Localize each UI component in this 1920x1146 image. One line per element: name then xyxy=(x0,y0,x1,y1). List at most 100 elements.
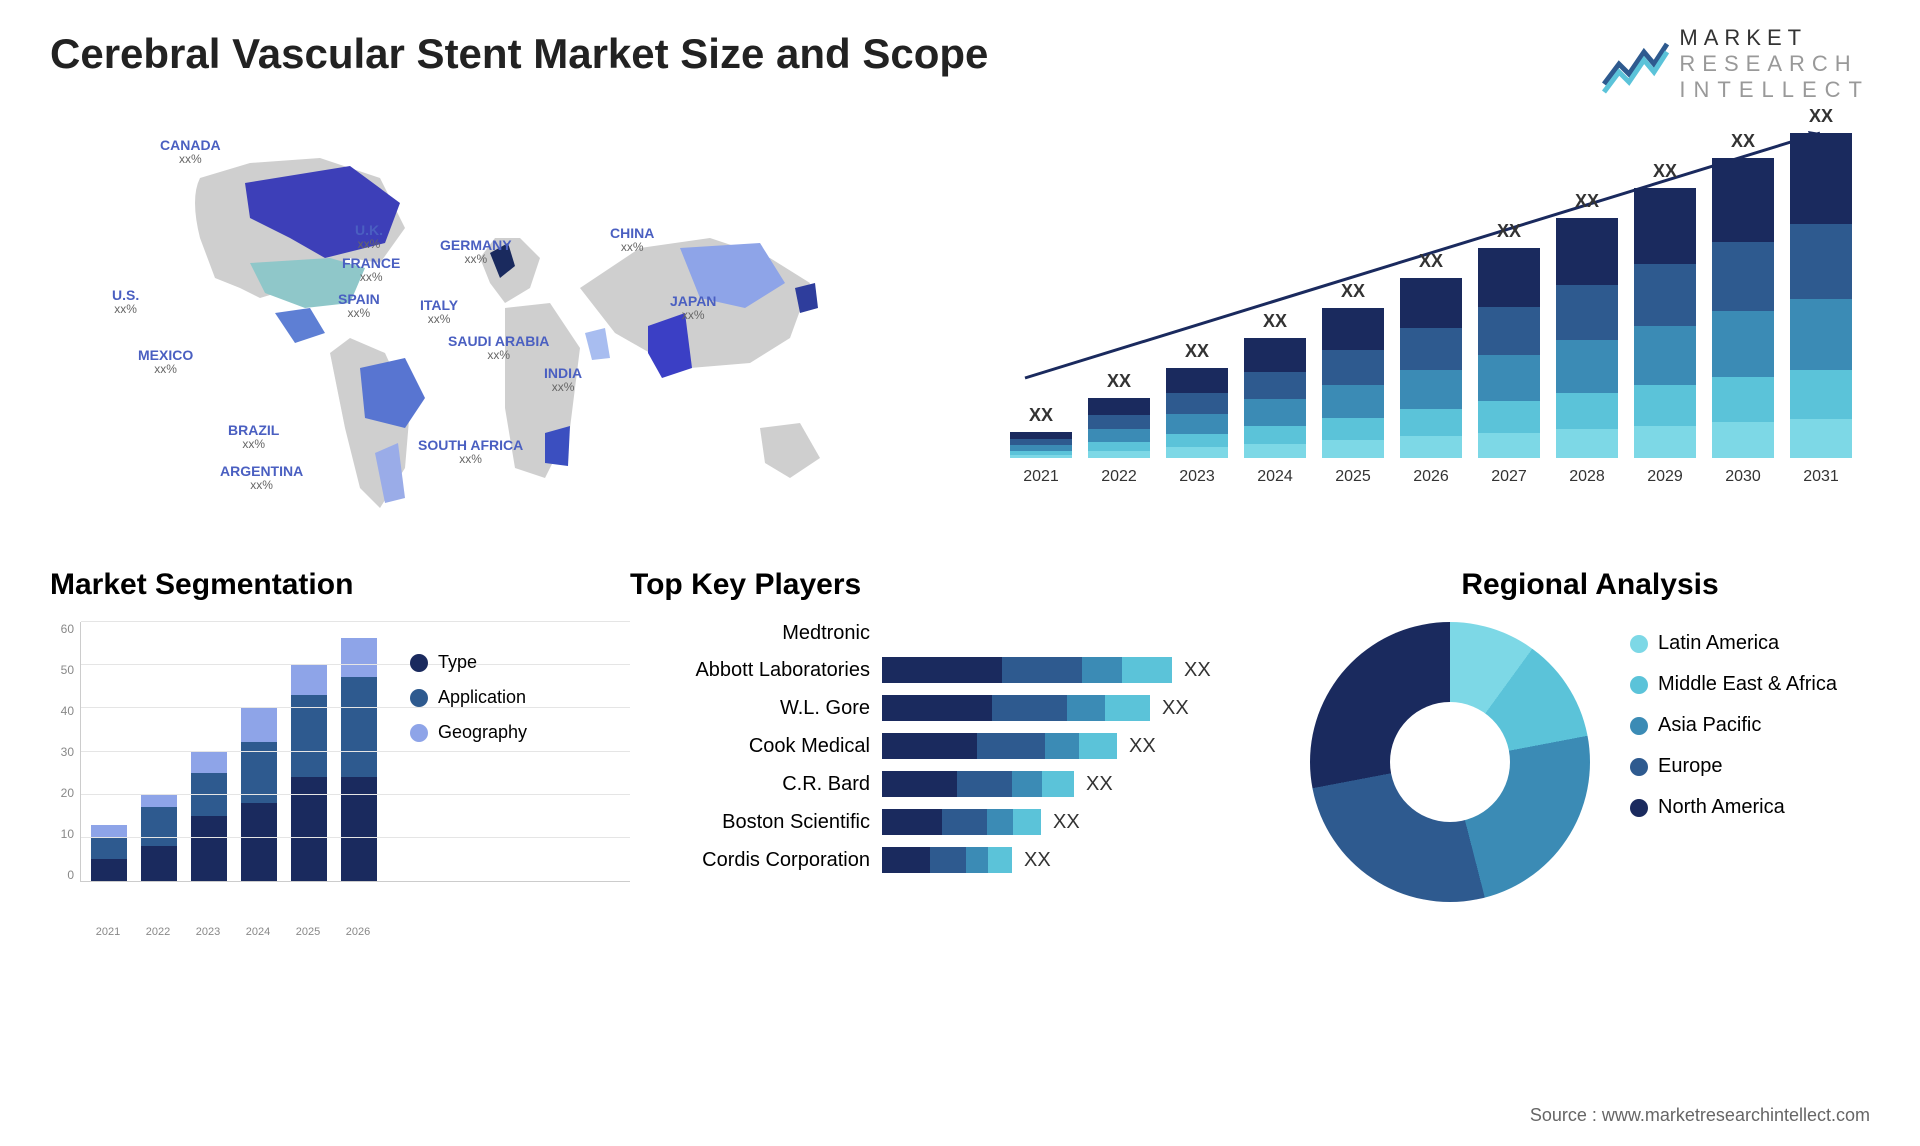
y-tick: 60 xyxy=(50,622,74,636)
bar-year-label: 2023 xyxy=(1179,468,1215,486)
seg-bar xyxy=(91,825,127,881)
y-tick: 0 xyxy=(50,868,74,882)
map-label: GERMANYxx% xyxy=(440,238,512,267)
logo-line1: MARKET xyxy=(1679,25,1870,51)
seg-xlabel: 2024 xyxy=(240,926,276,938)
main-bar: XX2022 xyxy=(1088,371,1150,458)
source-text: Source : www.marketresearchintellect.com xyxy=(1530,1105,1870,1126)
bar-value-label: XX xyxy=(1575,191,1599,212)
bar-value-label: XX xyxy=(1497,221,1521,242)
main-bar: XX2027 xyxy=(1478,221,1540,458)
player-row: Abbott Laboratories XX xyxy=(630,657,1310,683)
legend-item: North America xyxy=(1630,796,1837,819)
bar-value-label: XX xyxy=(1029,405,1053,426)
main-bar: XX2024 xyxy=(1244,311,1306,458)
legend-item: Europe xyxy=(1630,755,1837,778)
world-map: CANADAxx%U.S.xx%MEXICOxx%BRAZILxx%ARGENT… xyxy=(50,108,970,538)
segmentation-chart: 0102030405060 TypeApplicationGeography xyxy=(50,622,630,922)
legend-item: Geography xyxy=(410,722,527,743)
legend-item: Middle East & Africa xyxy=(1630,673,1837,696)
map-label: SPAINxx% xyxy=(338,292,380,321)
bar-value-label: XX xyxy=(1809,106,1833,127)
player-value: XX xyxy=(1162,697,1189,720)
player-name: Abbott Laboratories xyxy=(630,659,870,682)
main-bar: XX2030 xyxy=(1712,131,1774,458)
player-value: XX xyxy=(1129,735,1156,758)
player-name: W.L. Gore xyxy=(630,697,870,720)
player-row: W.L. Gore XX xyxy=(630,695,1310,721)
logo-line2: RESEARCH xyxy=(1679,51,1870,77)
bar-year-label: 2027 xyxy=(1491,468,1527,486)
bar-year-label: 2030 xyxy=(1725,468,1761,486)
bar-value-label: XX xyxy=(1731,131,1755,152)
map-label: SOUTH AFRICAxx% xyxy=(418,438,523,467)
player-name: Cook Medical xyxy=(630,735,870,758)
player-value: XX xyxy=(1053,811,1080,834)
legend-item: Asia Pacific xyxy=(1630,714,1837,737)
map-label: U.S.xx% xyxy=(112,288,139,317)
seg-xlabel: 2022 xyxy=(140,926,176,938)
seg-bar xyxy=(191,751,227,881)
seg-xlabel: 2023 xyxy=(190,926,226,938)
main-bar: XX2021 xyxy=(1010,405,1072,458)
legend-item: Latin America xyxy=(1630,632,1837,655)
segmentation-title: Market Segmentation xyxy=(50,568,630,602)
bar-year-label: 2022 xyxy=(1101,468,1137,486)
main-bar: XX2028 xyxy=(1556,191,1618,458)
legend-item: Type xyxy=(410,652,527,673)
player-row: Cook Medical XX xyxy=(630,733,1310,759)
bar-year-label: 2021 xyxy=(1023,468,1059,486)
seg-bar xyxy=(341,638,377,881)
bar-value-label: XX xyxy=(1263,311,1287,332)
player-row: Cordis Corporation XX xyxy=(630,847,1310,873)
player-row: Medtronic xyxy=(630,622,1310,645)
map-label: CANADAxx% xyxy=(160,138,221,167)
bar-value-label: XX xyxy=(1185,341,1209,362)
logo-icon xyxy=(1599,34,1669,94)
map-label: JAPANxx% xyxy=(670,294,716,323)
players-title: Top Key Players xyxy=(630,568,1310,602)
map-label: ITALYxx% xyxy=(420,298,458,327)
main-bar: XX2025 xyxy=(1322,281,1384,458)
map-label: BRAZILxx% xyxy=(228,423,279,452)
seg-bar xyxy=(291,664,327,881)
bar-year-label: 2031 xyxy=(1803,468,1839,486)
main-bar-chart: XX2021XX2022XX2023XX2024XX2025XX2026XX20… xyxy=(970,108,1870,538)
map-label: INDIAxx% xyxy=(544,366,582,395)
donut-chart xyxy=(1310,622,1590,902)
player-name: C.R. Bard xyxy=(630,773,870,796)
player-row: Boston ScientificXX xyxy=(630,809,1310,835)
bar-year-label: 2028 xyxy=(1569,468,1605,486)
page-title: Cerebral Vascular Stent Market Size and … xyxy=(50,30,1870,78)
y-tick: 50 xyxy=(50,663,74,677)
seg-xlabel: 2026 xyxy=(340,926,376,938)
main-bar: XX2031 xyxy=(1790,106,1852,458)
map-label: SAUDI ARABIAxx% xyxy=(448,334,549,363)
map-label: ARGENTINAxx% xyxy=(220,464,303,493)
brand-logo: MARKET RESEARCH INTELLECT xyxy=(1599,25,1870,103)
bar-year-label: 2024 xyxy=(1257,468,1293,486)
main-bar: XX2023 xyxy=(1166,341,1228,458)
player-value: XX xyxy=(1024,849,1051,872)
player-value: XX xyxy=(1184,659,1211,682)
map-label: FRANCExx% xyxy=(342,256,400,285)
y-tick: 20 xyxy=(50,786,74,800)
seg-xlabel: 2025 xyxy=(290,926,326,938)
seg-xlabel: 2021 xyxy=(90,926,126,938)
legend-item: Application xyxy=(410,687,527,708)
map-label: U.K.xx% xyxy=(355,223,383,252)
regional-title: Regional Analysis xyxy=(1310,568,1870,602)
player-name: Cordis Corporation xyxy=(630,849,870,872)
main-bar: XX2026 xyxy=(1400,251,1462,458)
bar-year-label: 2026 xyxy=(1413,468,1449,486)
y-tick: 10 xyxy=(50,827,74,841)
players-list: Medtronic Abbott Laboratories XX W.L. Gore X… xyxy=(630,622,1310,873)
bar-value-label: XX xyxy=(1419,251,1443,272)
bar-year-label: 2025 xyxy=(1335,468,1371,486)
map-label: CHINAxx% xyxy=(610,226,654,255)
bar-value-label: XX xyxy=(1653,161,1677,182)
y-tick: 40 xyxy=(50,704,74,718)
bar-year-label: 2029 xyxy=(1647,468,1683,486)
player-row: C.R. BardXX xyxy=(630,771,1310,797)
main-bar: XX2029 xyxy=(1634,161,1696,458)
